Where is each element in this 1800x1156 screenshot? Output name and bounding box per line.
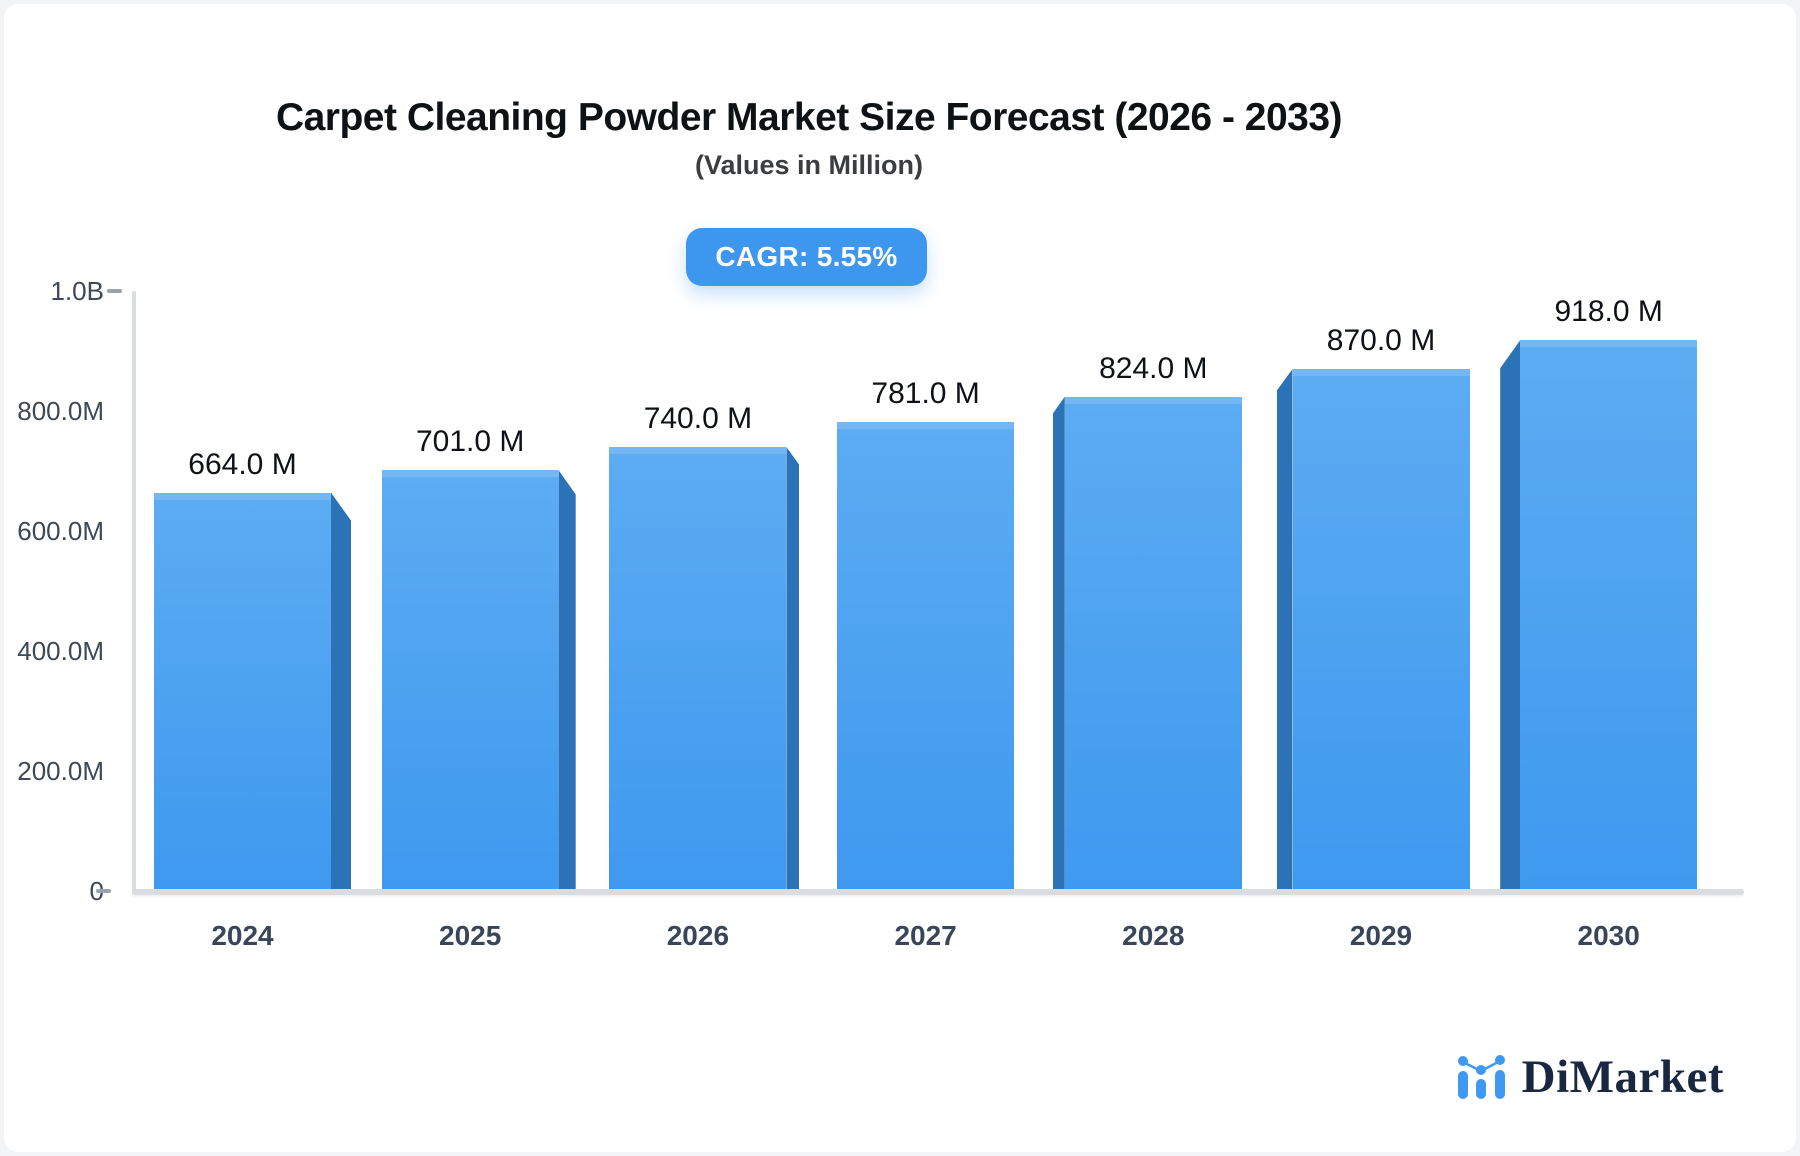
bar-value-label-2026: 740.0 M <box>643 402 753 435</box>
bar-side-2030 <box>1500 340 1521 889</box>
x-tick-label-2029: 2029 <box>1349 920 1413 951</box>
bar-chart-logo-icon <box>1457 1055 1505 1099</box>
y-tick-label-800.0M: 800.0M <box>17 396 104 426</box>
x-tick-label-2024: 2024 <box>211 920 274 951</box>
brand-logo: DiMarket <box>1456 1050 1724 1104</box>
y-axis-line <box>132 291 136 892</box>
y-tick-label-0: 0 <box>4 875 104 907</box>
brand-logo-text: DiMarket <box>1521 1051 1724 1103</box>
bar-top-highlight <box>1520 340 1698 348</box>
bar-value-label-2027: 781.0 M <box>871 377 980 411</box>
bar-top-highlight <box>154 492 331 500</box>
bar-top-highlight <box>381 470 559 478</box>
bar-top-highlight <box>609 447 787 454</box>
bar-2024 <box>154 492 331 889</box>
bar-top-highlight <box>1292 369 1470 376</box>
x-tick-label-2028: 2028 <box>1122 920 1185 951</box>
bar-value-label-2028: 824.0 M <box>1099 351 1208 385</box>
y-tick-label-200.0M: 200.0M <box>17 756 104 786</box>
bar-side-2028 <box>1052 396 1065 889</box>
bar-side-2025 <box>558 470 576 889</box>
bar-value-label-2024: 664.0 M <box>188 447 297 481</box>
chart-subtitle: (Values in Million) <box>694 150 924 180</box>
bar-2025 <box>381 470 559 889</box>
y-tick-dash <box>107 289 122 293</box>
x-tick-label-2025: 2025 <box>439 920 502 951</box>
bar-2027 <box>837 422 1015 889</box>
bar-side-2026 <box>786 447 800 889</box>
bar-top-highlight <box>837 422 1015 430</box>
y-tick-label-400.0M: 400.0M <box>17 636 104 666</box>
x-tick-label-2027: 2027 <box>894 920 957 951</box>
bar-value-label-2030: 918.0 M <box>1554 295 1663 329</box>
bar-2029 <box>1292 369 1470 889</box>
cagr-badge: CAGR: 5.55% <box>686 228 927 286</box>
chart-card: Carpet Cleaning Powder Market Size Forec… <box>4 4 1796 1152</box>
chart-title: Carpet Cleaning Powder Market Size Forec… <box>275 96 1343 139</box>
bar-2028 <box>1064 396 1242 889</box>
bar-value-label-2029: 870.0 M <box>1326 324 1436 357</box>
bar-2026 <box>609 447 787 889</box>
bar-top-highlight <box>1064 396 1242 404</box>
bar-2030 <box>1520 340 1698 889</box>
x-tick-label-2026: 2026 <box>666 920 730 951</box>
y-tick-label-600.0M: 600.0M <box>17 516 104 546</box>
x-axis-line <box>132 889 1744 895</box>
bar-side-2024 <box>331 492 351 889</box>
x-tick-label-2030: 2030 <box>1577 920 1640 951</box>
y-tick-dash <box>96 889 111 893</box>
bar-side-2029 <box>1276 369 1293 889</box>
y-tick-label-1.0B: 1.0B <box>50 276 105 306</box>
bar-value-label-2025: 701.0 M <box>415 425 525 459</box>
